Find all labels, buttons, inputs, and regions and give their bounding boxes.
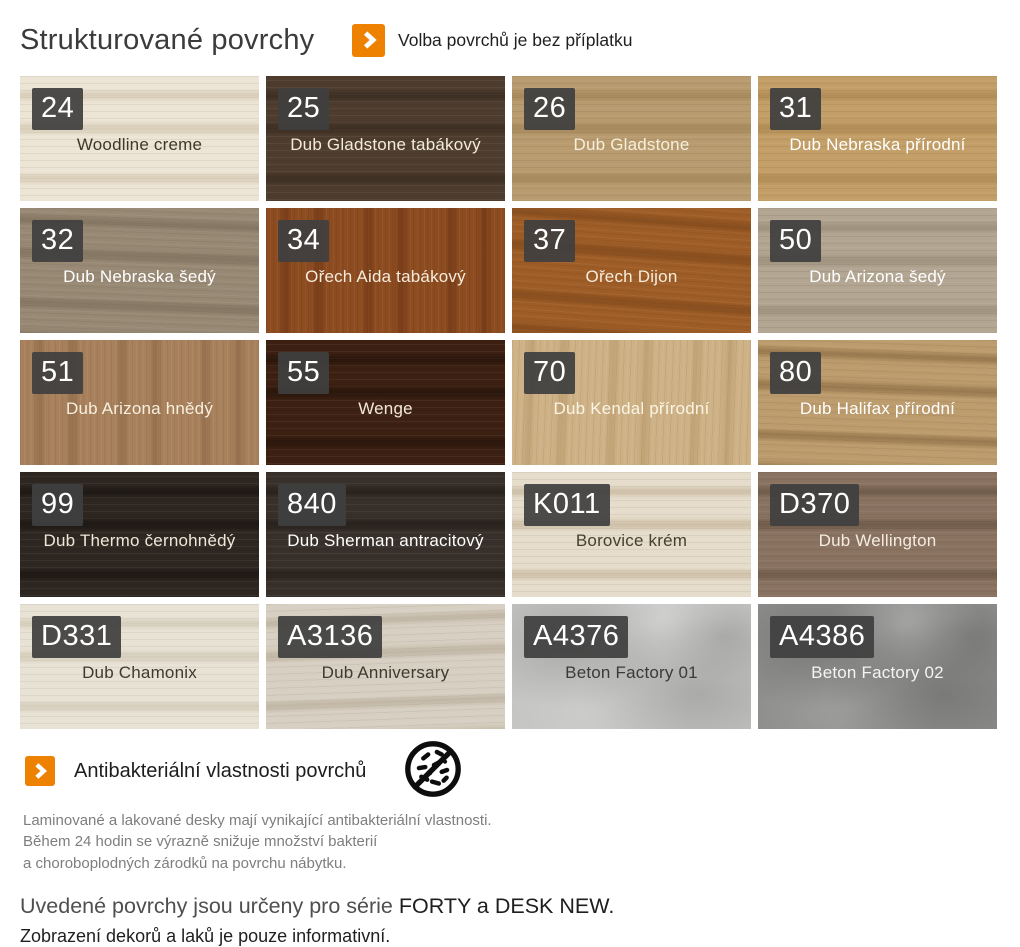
- swatch-name-label: Dub Gladstone tabákový: [266, 135, 505, 155]
- antibacterial-section-header: Antibakteriální vlastnosti povrchů: [25, 739, 1020, 803]
- swatch-tile-80[interactable]: 80 Dub Halifax přírodní: [758, 340, 997, 465]
- swatch-tile-31[interactable]: 31 Dub Nebraska přírodní: [758, 76, 997, 201]
- chevron-right-icon: [25, 756, 55, 786]
- swatch-tile-34[interactable]: 34 Ořech Aida tabákový: [266, 208, 505, 333]
- swatch-code-badge: 55: [278, 352, 329, 394]
- swatch-tile-840[interactable]: 840 Dub Sherman antracitový: [266, 472, 505, 597]
- swatch-name-label: Wenge: [266, 399, 505, 419]
- swatch-name-label: Dub Kendal přírodní: [512, 399, 751, 419]
- swatch-code-badge: 31: [770, 88, 821, 130]
- antibacterial-heading: Antibakteriální vlastnosti povrchů: [74, 760, 366, 783]
- swatch-name-label: Dub Sherman antracitový: [266, 531, 505, 551]
- no-surcharge-note: Volba povrchů je bez příplatku: [352, 24, 632, 57]
- swatch-code-badge: 50: [770, 220, 821, 262]
- swatch-code-badge: 37: [524, 220, 575, 262]
- swatch-tile-D370[interactable]: D370 Dub Wellington: [758, 472, 997, 597]
- page-header: Strukturované povrchy Volba povrchů je b…: [0, 0, 1020, 62]
- swatch-code-badge: D331: [32, 616, 121, 658]
- swatch-code-badge: 32: [32, 220, 83, 262]
- swatch-code-badge: 840: [278, 484, 346, 526]
- swatch-name-label: Dub Gladstone: [512, 135, 751, 155]
- swatch-name-label: Dub Nebraska přírodní: [758, 135, 997, 155]
- swatch-tile-A4386[interactable]: A4386 Beton Factory 02: [758, 604, 997, 729]
- swatch-tile-70[interactable]: 70 Dub Kendal přírodní: [512, 340, 751, 465]
- swatch-name-label: Dub Wellington: [758, 531, 997, 551]
- swatch-name-label: Dub Arizona hnědý: [20, 399, 259, 419]
- swatch-name-label: Dub Chamonix: [20, 663, 259, 683]
- swatch-tile-A3136[interactable]: A3136 Dub Anniversary: [266, 604, 505, 729]
- swatch-tile-25[interactable]: 25 Dub Gladstone tabákový: [266, 76, 505, 201]
- swatch-name-label: Dub Anniversary: [266, 663, 505, 683]
- series-note: Uvedené povrchy jsou určeny pro série FO…: [20, 894, 1020, 919]
- swatch-code-badge: 70: [524, 352, 575, 394]
- swatch-name-label: Borovice krém: [512, 531, 751, 551]
- swatch-name-label: Woodline creme: [20, 135, 259, 155]
- swatch-tile-37[interactable]: 37 Ořech Dijon: [512, 208, 751, 333]
- swatch-code-badge: K011: [524, 484, 610, 526]
- swatch-code-badge: 25: [278, 88, 329, 130]
- disclaimer-note: Zobrazení dekorů a laků je pouze informa…: [20, 926, 1020, 947]
- swatch-name-label: Dub Halifax přírodní: [758, 399, 997, 419]
- chevron-right-icon: [352, 24, 385, 57]
- swatch-code-badge: 24: [32, 88, 83, 130]
- page-title: Strukturované povrchy: [20, 24, 352, 57]
- series-note-prefix: Uvedené povrchy jsou určeny pro série: [20, 894, 399, 918]
- swatch-tile-26[interactable]: 26 Dub Gladstone: [512, 76, 751, 201]
- swatch-name-label: Ořech Aida tabákový: [266, 267, 505, 287]
- swatch-tile-32[interactable]: 32 Dub Nebraska šedý: [20, 208, 259, 333]
- swatch-code-badge: 99: [32, 484, 83, 526]
- swatch-code-badge: 80: [770, 352, 821, 394]
- swatch-code-badge: A3136: [278, 616, 382, 658]
- series-note-strong: FORTY a DESK NEW.: [399, 894, 614, 918]
- antibacterial-description-line: Laminované a lakované desky mají vynikaj…: [23, 810, 1020, 831]
- no-surcharge-note-label: Volba povrchů je bez příplatku: [398, 30, 632, 51]
- swatch-code-badge: A4386: [770, 616, 874, 658]
- swatch-grid: 24 Woodline creme 25 Dub Gladstone tabák…: [20, 76, 997, 729]
- no-bacteria-icon: [402, 738, 464, 805]
- antibacterial-description-line: a choroboplodných zárodků na povrchu náb…: [23, 853, 1020, 874]
- antibacterial-description: Laminované a lakované desky mají vynikaj…: [23, 810, 1020, 874]
- antibacterial-description-line: Během 24 hodin se výrazně snižuje množst…: [23, 831, 1020, 852]
- swatch-tile-A4376[interactable]: A4376 Beton Factory 01: [512, 604, 751, 729]
- swatch-name-label: Ořech Dijon: [512, 267, 751, 287]
- swatch-tile-55[interactable]: 55 Wenge: [266, 340, 505, 465]
- swatch-name-label: Dub Nebraska šedý: [20, 267, 259, 287]
- swatch-code-badge: 34: [278, 220, 329, 262]
- swatch-code-badge: 51: [32, 352, 83, 394]
- swatch-code-badge: D370: [770, 484, 859, 526]
- swatch-name-label: Beton Factory 01: [512, 663, 751, 683]
- swatch-tile-99[interactable]: 99 Dub Thermo černohnědý: [20, 472, 259, 597]
- swatch-tile-24[interactable]: 24 Woodline creme: [20, 76, 259, 201]
- swatch-name-label: Dub Thermo černohnědý: [20, 531, 259, 551]
- swatch-tile-50[interactable]: 50 Dub Arizona šedý: [758, 208, 997, 333]
- swatch-code-badge: A4376: [524, 616, 628, 658]
- swatch-tile-D331[interactable]: D331 Dub Chamonix: [20, 604, 259, 729]
- swatch-name-label: Beton Factory 02: [758, 663, 997, 683]
- swatch-tile-K011[interactable]: K011 Borovice krém: [512, 472, 751, 597]
- swatch-code-badge: 26: [524, 88, 575, 130]
- swatch-name-label: Dub Arizona šedý: [758, 267, 997, 287]
- swatch-tile-51[interactable]: 51 Dub Arizona hnědý: [20, 340, 259, 465]
